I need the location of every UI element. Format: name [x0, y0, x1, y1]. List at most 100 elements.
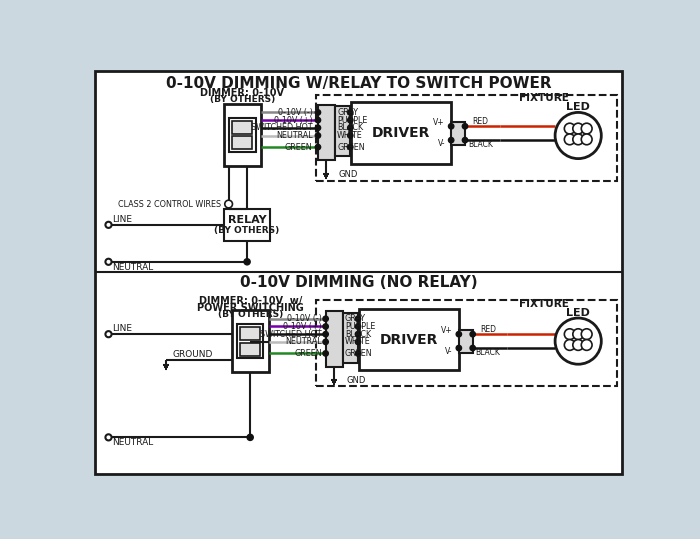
Circle shape	[470, 331, 475, 337]
Circle shape	[564, 123, 575, 134]
Circle shape	[555, 318, 601, 364]
Circle shape	[555, 113, 601, 158]
Circle shape	[356, 316, 360, 321]
Circle shape	[315, 118, 321, 123]
Text: (BY OTHERS): (BY OTHERS)	[210, 95, 275, 104]
Text: GREEN: GREEN	[294, 349, 322, 358]
Circle shape	[356, 331, 360, 337]
Text: DRIVER: DRIVER	[379, 333, 438, 347]
Circle shape	[225, 200, 232, 208]
Text: V-: V-	[445, 348, 453, 356]
Text: GREEN: GREEN	[285, 143, 313, 151]
Circle shape	[470, 345, 475, 351]
Text: V+: V+	[441, 326, 453, 335]
Circle shape	[315, 133, 321, 138]
Text: V-: V-	[438, 140, 445, 148]
FancyBboxPatch shape	[232, 121, 253, 134]
Text: LED: LED	[566, 308, 590, 317]
Text: GROUND: GROUND	[172, 350, 213, 360]
Circle shape	[456, 331, 461, 337]
Text: BLACK: BLACK	[468, 140, 493, 149]
Text: GND: GND	[346, 376, 366, 385]
Text: WHITE: WHITE	[337, 131, 363, 140]
Text: PURPLE: PURPLE	[345, 322, 375, 331]
Text: LINE: LINE	[113, 215, 132, 224]
Circle shape	[315, 110, 321, 115]
Text: DIMMER: 0-10V: DIMMER: 0-10V	[200, 88, 284, 98]
Circle shape	[348, 125, 353, 130]
Text: RED: RED	[473, 117, 489, 126]
FancyBboxPatch shape	[230, 118, 256, 151]
Circle shape	[564, 340, 575, 350]
Circle shape	[573, 123, 584, 134]
FancyBboxPatch shape	[237, 324, 263, 358]
Circle shape	[323, 339, 328, 344]
Circle shape	[356, 324, 360, 329]
Circle shape	[106, 259, 111, 265]
Circle shape	[449, 123, 454, 129]
Text: 0-10V (-): 0-10V (-)	[287, 314, 322, 323]
FancyBboxPatch shape	[224, 209, 270, 241]
Circle shape	[581, 340, 592, 350]
Text: BLACK: BLACK	[337, 123, 363, 132]
FancyBboxPatch shape	[326, 311, 342, 367]
Text: 0-10V DIMMING (NO RELAY): 0-10V DIMMING (NO RELAY)	[240, 275, 477, 290]
Circle shape	[449, 137, 454, 143]
FancyBboxPatch shape	[232, 136, 253, 149]
Circle shape	[581, 329, 592, 340]
Text: SWITCHED HOT: SWITCHED HOT	[260, 330, 322, 338]
Circle shape	[564, 134, 575, 145]
Circle shape	[348, 144, 353, 150]
Circle shape	[564, 329, 575, 340]
Circle shape	[247, 434, 253, 440]
FancyBboxPatch shape	[351, 102, 452, 164]
Circle shape	[573, 329, 584, 340]
Text: (BY OTHERS): (BY OTHERS)	[214, 226, 280, 234]
FancyBboxPatch shape	[240, 343, 260, 356]
Circle shape	[573, 340, 584, 350]
Text: BLACK: BLACK	[345, 330, 371, 338]
FancyBboxPatch shape	[452, 122, 465, 145]
Text: V+: V+	[433, 118, 445, 127]
FancyBboxPatch shape	[232, 310, 269, 372]
Text: DRIVER: DRIVER	[372, 126, 430, 140]
Text: 0-10V (-): 0-10V (-)	[278, 108, 313, 117]
Text: 0-10V (+): 0-10V (+)	[274, 116, 313, 125]
Text: WHITE: WHITE	[345, 337, 370, 347]
Text: 0-10V DIMMING W/RELAY TO SWITCH POWER: 0-10V DIMMING W/RELAY TO SWITCH POWER	[166, 75, 552, 91]
Circle shape	[323, 331, 328, 337]
Text: NEUTRAL: NEUTRAL	[113, 438, 153, 447]
FancyBboxPatch shape	[224, 104, 261, 165]
Text: SWITCHED HOT: SWITCHED HOT	[251, 123, 313, 132]
Text: POWER SWITCHING: POWER SWITCHING	[197, 303, 304, 313]
Circle shape	[315, 125, 321, 130]
Text: DIMMER: 0-10V  w/: DIMMER: 0-10V w/	[199, 296, 302, 306]
Text: GRAY: GRAY	[337, 108, 358, 117]
FancyBboxPatch shape	[359, 309, 459, 370]
Circle shape	[348, 133, 353, 138]
Circle shape	[573, 134, 584, 145]
Text: GREEN: GREEN	[337, 143, 365, 151]
Circle shape	[315, 144, 321, 150]
Text: RELAY: RELAY	[228, 215, 267, 225]
Text: GRAY: GRAY	[345, 314, 366, 323]
Circle shape	[323, 351, 328, 356]
FancyBboxPatch shape	[459, 329, 473, 353]
Text: RED: RED	[480, 325, 496, 334]
FancyBboxPatch shape	[335, 106, 350, 156]
Circle shape	[462, 123, 468, 129]
Text: FIXTURE: FIXTURE	[519, 93, 568, 103]
FancyBboxPatch shape	[342, 313, 358, 363]
Circle shape	[244, 259, 250, 265]
Text: FIXTURE: FIXTURE	[519, 299, 568, 309]
Text: GND: GND	[339, 170, 358, 178]
Text: BLACK: BLACK	[476, 348, 500, 357]
Circle shape	[323, 324, 328, 329]
Circle shape	[106, 222, 111, 228]
Circle shape	[348, 110, 353, 115]
Text: LINE: LINE	[113, 324, 132, 333]
Text: LED: LED	[566, 102, 590, 112]
FancyBboxPatch shape	[95, 71, 622, 474]
Circle shape	[323, 316, 328, 321]
Circle shape	[348, 118, 353, 123]
